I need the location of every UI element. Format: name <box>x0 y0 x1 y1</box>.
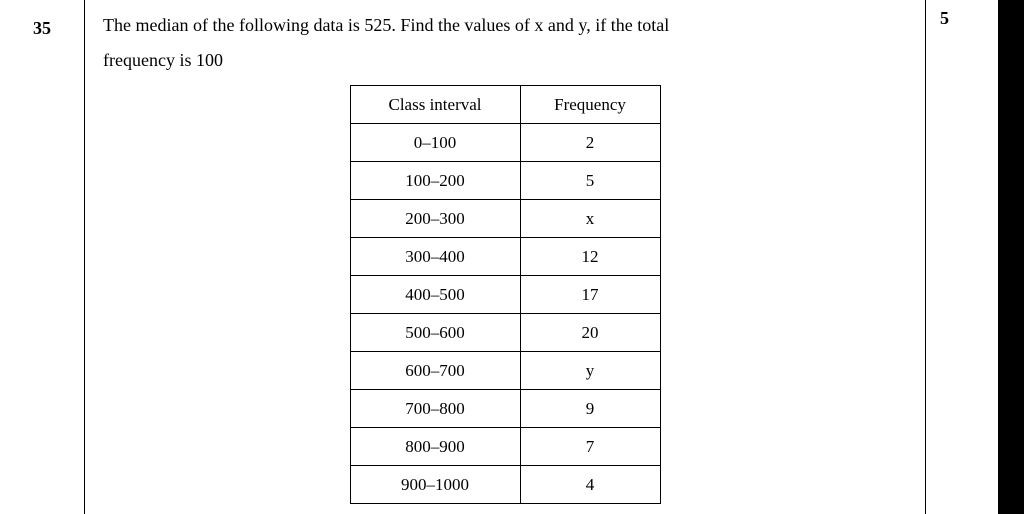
cell-interval: 700–800 <box>350 390 520 428</box>
cell-frequency: y <box>520 352 660 390</box>
table-row: 100–200 5 <box>350 162 660 200</box>
cell-interval: 400–500 <box>350 276 520 314</box>
table-row: 200–300 x <box>350 200 660 238</box>
cell-frequency: 20 <box>520 314 660 352</box>
right-black-bar <box>998 0 1024 514</box>
cell-frequency: 9 <box>520 390 660 428</box>
cell-interval: 0–100 <box>350 124 520 162</box>
table-row: 300–400 12 <box>350 238 660 276</box>
cell-frequency: 4 <box>520 466 660 504</box>
cell-interval: 500–600 <box>350 314 520 352</box>
cell-interval: 600–700 <box>350 352 520 390</box>
question-number: 35 <box>33 18 51 38</box>
table-row: 500–600 20 <box>350 314 660 352</box>
cell-frequency: 7 <box>520 428 660 466</box>
table-row: 0–100 2 <box>350 124 660 162</box>
cell-interval: 200–300 <box>350 200 520 238</box>
table-row: 400–500 17 <box>350 276 660 314</box>
cell-frequency: 5 <box>520 162 660 200</box>
table-row: 900–1000 4 <box>350 466 660 504</box>
cell-interval: 800–900 <box>350 428 520 466</box>
marks-cell: 5 <box>926 0 998 514</box>
table-header-interval: Class interval <box>350 86 520 124</box>
cell-frequency: x <box>520 200 660 238</box>
cell-frequency: 2 <box>520 124 660 162</box>
question-number-cell: 35 <box>0 0 85 514</box>
page-container: 35 The median of the following data is 5… <box>0 0 1024 514</box>
table-header-frequency: Frequency <box>520 86 660 124</box>
question-content-cell: The median of the following data is 525.… <box>85 0 926 514</box>
cell-frequency: 17 <box>520 276 660 314</box>
cell-interval: 900–1000 <box>350 466 520 504</box>
table-row: 800–900 7 <box>350 428 660 466</box>
table-header-row: Class interval Frequency <box>350 86 660 124</box>
table-row: 700–800 9 <box>350 390 660 428</box>
cell-interval: 100–200 <box>350 162 520 200</box>
marks-value: 5 <box>940 8 949 28</box>
question-text-line2: frequency is 100 <box>103 45 907 76</box>
cell-frequency: 12 <box>520 238 660 276</box>
table-row: 600–700 y <box>350 352 660 390</box>
cell-interval: 300–400 <box>350 238 520 276</box>
question-text-line1: The median of the following data is 525.… <box>103 10 907 41</box>
frequency-table: Class interval Frequency 0–100 2 100–200… <box>350 85 661 504</box>
